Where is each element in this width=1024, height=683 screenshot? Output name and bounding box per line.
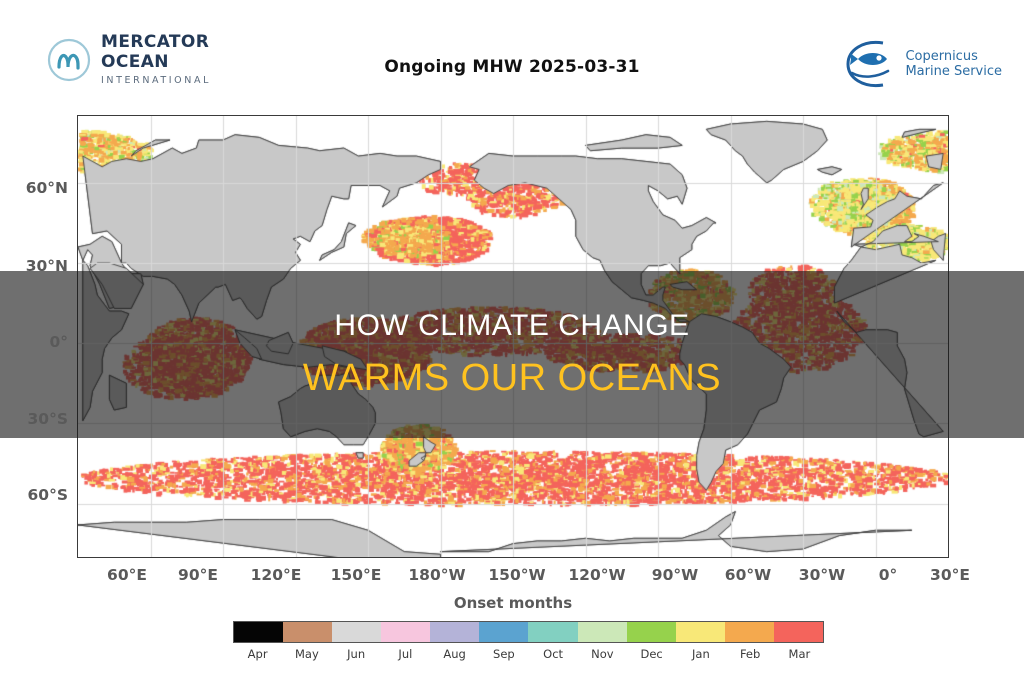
colorbar-segment [675, 622, 725, 642]
colorbar-segment [332, 622, 382, 642]
colorbar-tick-labels: Apr May Jun Jul Aug Sep Oct Nov Dec Jan Feb Mar [233, 647, 824, 661]
colorbar-segment [479, 622, 529, 642]
copernicus-wordmark: Copernicus Marine Service [905, 49, 1002, 80]
overlay-headline-line-1: HOW CLIMATE CHANGE [334, 309, 690, 342]
xaxis-title: Onset months [453, 594, 573, 612]
colorbar-tick: Mar [788, 647, 811, 661]
overlay-caption-banner: HOW CLIMATE CHANGE WARMS OUR OCEANS [0, 271, 1024, 438]
copernicus-marine-service-logo: Copernicus Marine Service [843, 38, 1002, 90]
mercator-line-3: INTERNATIONAL [101, 75, 211, 86]
header: MERCATOR OCEAN INTERNATIONAL Ongoing MHW… [0, 0, 1024, 110]
lat-tick-label: 60°S [27, 486, 68, 504]
lat-tick-label: 0° [49, 333, 68, 351]
lon-tick-label: 120°E [250, 566, 302, 584]
colorbar-tick: Aug [443, 647, 466, 661]
lon-tick-label: 150°E [330, 566, 382, 584]
lat-tick-label: 30°S [27, 410, 68, 428]
lat-tick-label: 60°N [25, 179, 68, 197]
colorbar-segment [234, 622, 284, 642]
lon-tick-label: 120°W [568, 566, 626, 584]
page-title: Ongoing MHW 2025-03-31 [384, 57, 640, 77]
mercator-line-1: MERCATOR [101, 32, 210, 52]
copernicus-line-1: Copernicus [905, 48, 978, 64]
colorbar-tick: Jun [347, 647, 366, 661]
colorbar-legend[interactable]: Apr May Jun Jul Aug Sep Oct Nov Dec Jan Feb Mar [233, 621, 824, 661]
lat-tick-label: 30°N [25, 257, 68, 275]
lon-tick-label: 60°E [107, 566, 147, 584]
colorbar-tick: Feb [739, 647, 761, 661]
colorbar-segment [724, 622, 774, 642]
colorbar-segment [577, 622, 627, 642]
lon-tick-label: 90°E [178, 566, 218, 584]
colorbar-segment [381, 622, 431, 642]
colorbar-tick: Dec [640, 647, 663, 661]
copernicus-line-2: Marine Service [905, 64, 1002, 79]
colorbar-segment [528, 622, 578, 642]
colorbar-segment [430, 622, 480, 642]
colorbar-tick: Sep [493, 647, 515, 661]
colorbar-tick: Jul [398, 647, 413, 661]
mercator-m-monogram-icon [47, 38, 91, 81]
colorbar-segment [773, 622, 823, 642]
lon-tick-label: 60°W [724, 566, 772, 584]
colorbar-segment [626, 622, 676, 642]
lon-tick-label: 30°W [798, 566, 846, 584]
colorbar-gradient[interactable] [233, 621, 824, 643]
lon-tick-label: 180°W [408, 566, 466, 584]
colorbar-tick: May [294, 647, 319, 661]
mercator-ocean-logo: MERCATOR OCEAN INTERNATIONAL [47, 34, 211, 86]
colorbar-tick: Apr [247, 647, 268, 661]
lon-tick-label: 150°W [488, 566, 546, 584]
lon-tick-label: 90°W [651, 566, 699, 584]
mercator-line-2: OCEAN [101, 52, 169, 72]
colorbar-segment [283, 622, 333, 642]
colorbar-tick: Nov [591, 647, 614, 661]
overlay-headline-line-2: WARMS OUR OCEANS [302, 357, 722, 399]
lon-tick-label: 0° [878, 566, 898, 584]
mercator-wordmark: MERCATOR OCEAN INTERNATIONAL [101, 34, 211, 86]
fish-in-circle-icon [846, 40, 890, 88]
colorbar-tick: Jan [692, 647, 710, 661]
lon-tick-label: 30°E [930, 566, 970, 584]
colorbar-tick: Oct [543, 647, 564, 661]
